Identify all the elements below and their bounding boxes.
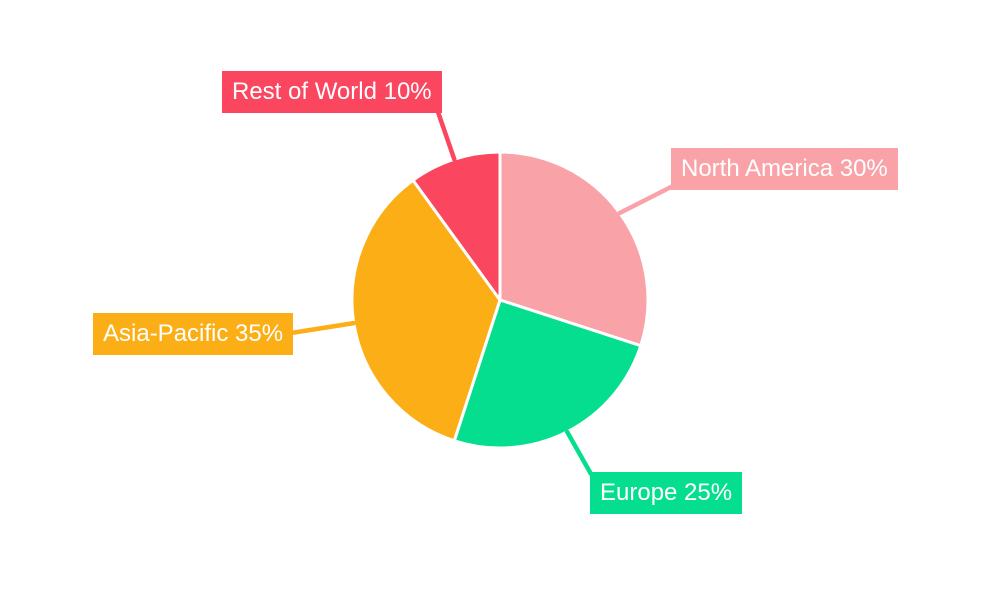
label-asia-pacific: Asia-Pacific 35% xyxy=(93,313,294,355)
leader-line-asia-pacific xyxy=(288,320,357,336)
leader-line-rest-of-world xyxy=(435,109,457,162)
label-north-america: North America 30% xyxy=(671,148,898,190)
leader-line-europe xyxy=(564,429,594,477)
leader-line-north-america xyxy=(617,184,674,216)
label-rest-of-world: Rest of World 10% xyxy=(222,71,442,113)
label-europe: Europe 25% xyxy=(590,472,743,514)
